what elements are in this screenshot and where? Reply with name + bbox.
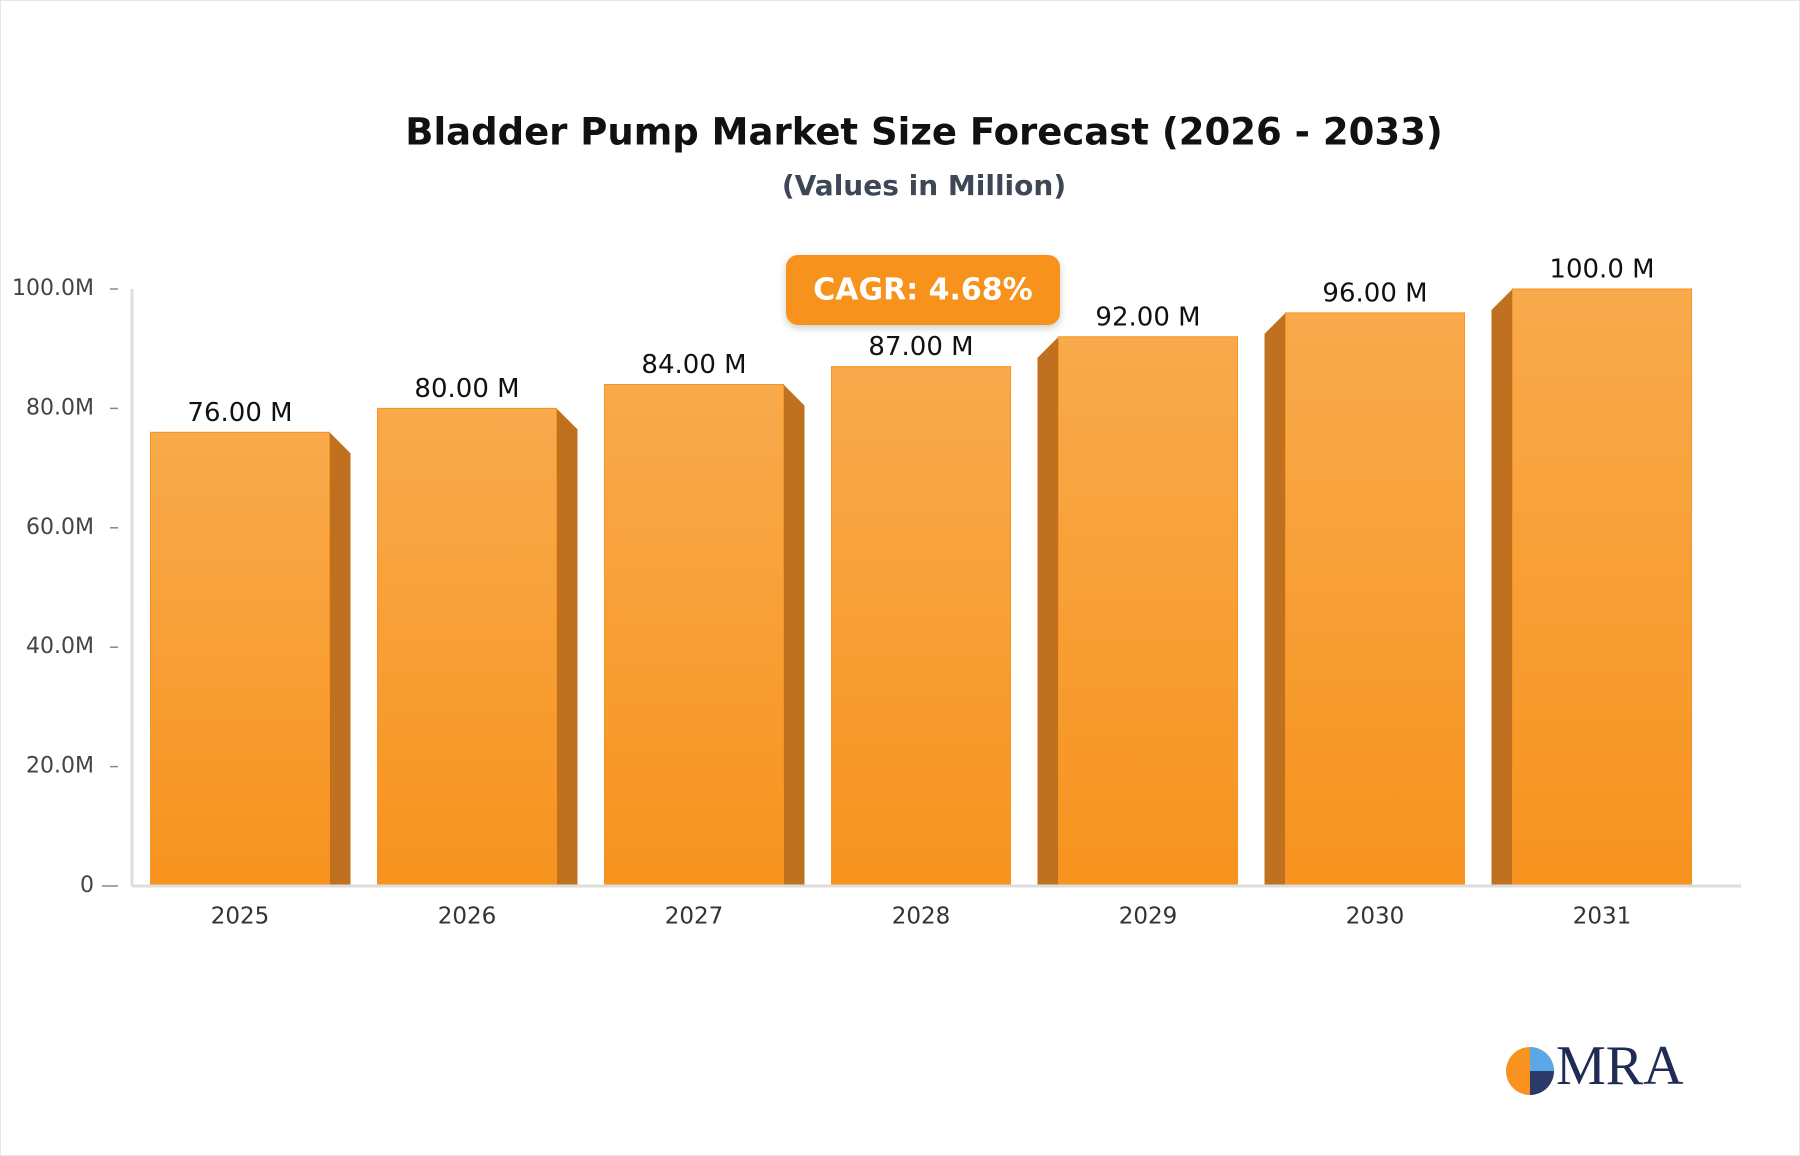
value-label: 87.00 M [868,332,973,362]
x-tick-label: 2027 [665,904,724,930]
logo-icon-slice [1530,1071,1554,1095]
bar [1058,336,1238,887]
bar-side [783,384,805,886]
x-tick-label: 2029 [1119,904,1178,930]
y-tick-label: 80.0M [26,395,94,420]
chart-title: Bladder Pump Market Size Forecast (2026 … [405,111,1443,154]
cagr-box [786,255,1060,325]
value-label: 80.00 M [414,374,519,404]
bar-side [329,432,351,886]
value-label: 76.00 M [187,398,292,428]
value-label: 92.00 M [1095,302,1200,332]
bar [831,366,1011,887]
y-tick-label: 40.0M [26,634,94,659]
bar-side [1491,289,1513,886]
y-tick-label: 60.0M [26,515,94,540]
bar [604,384,784,887]
bar [150,431,330,887]
bar-side [556,408,578,886]
cagr-text: CAGR: 4.68% [813,273,1032,308]
x-tick-label: 2030 [1346,904,1405,930]
logo-icon-slice [1530,1047,1554,1071]
bar [1512,288,1692,887]
logo: MRA [1506,1035,1684,1097]
y-tick-label: 20.0M [26,754,94,779]
cagr-badge: CAGR: 4.68% [786,255,1060,325]
bar-side [1264,312,1286,886]
bar [1285,312,1465,887]
y-tick-label: 100.0M [12,276,94,301]
x-tick-label: 2028 [892,904,951,930]
value-label: 84.00 M [641,350,746,380]
chart-subtitle: (Values in Million) [782,169,1066,202]
bar-side [1037,336,1059,886]
y-tick-label: 0 [80,873,94,898]
logo-text: MRA [1556,1035,1684,1097]
bar [377,407,557,887]
x-tick-label: 2025 [211,904,270,930]
value-label: 100.0 M [1549,255,1654,285]
x-tick-label: 2031 [1573,904,1632,930]
value-label: 96.00 M [1322,278,1427,308]
x-tick-label: 2026 [438,904,497,930]
